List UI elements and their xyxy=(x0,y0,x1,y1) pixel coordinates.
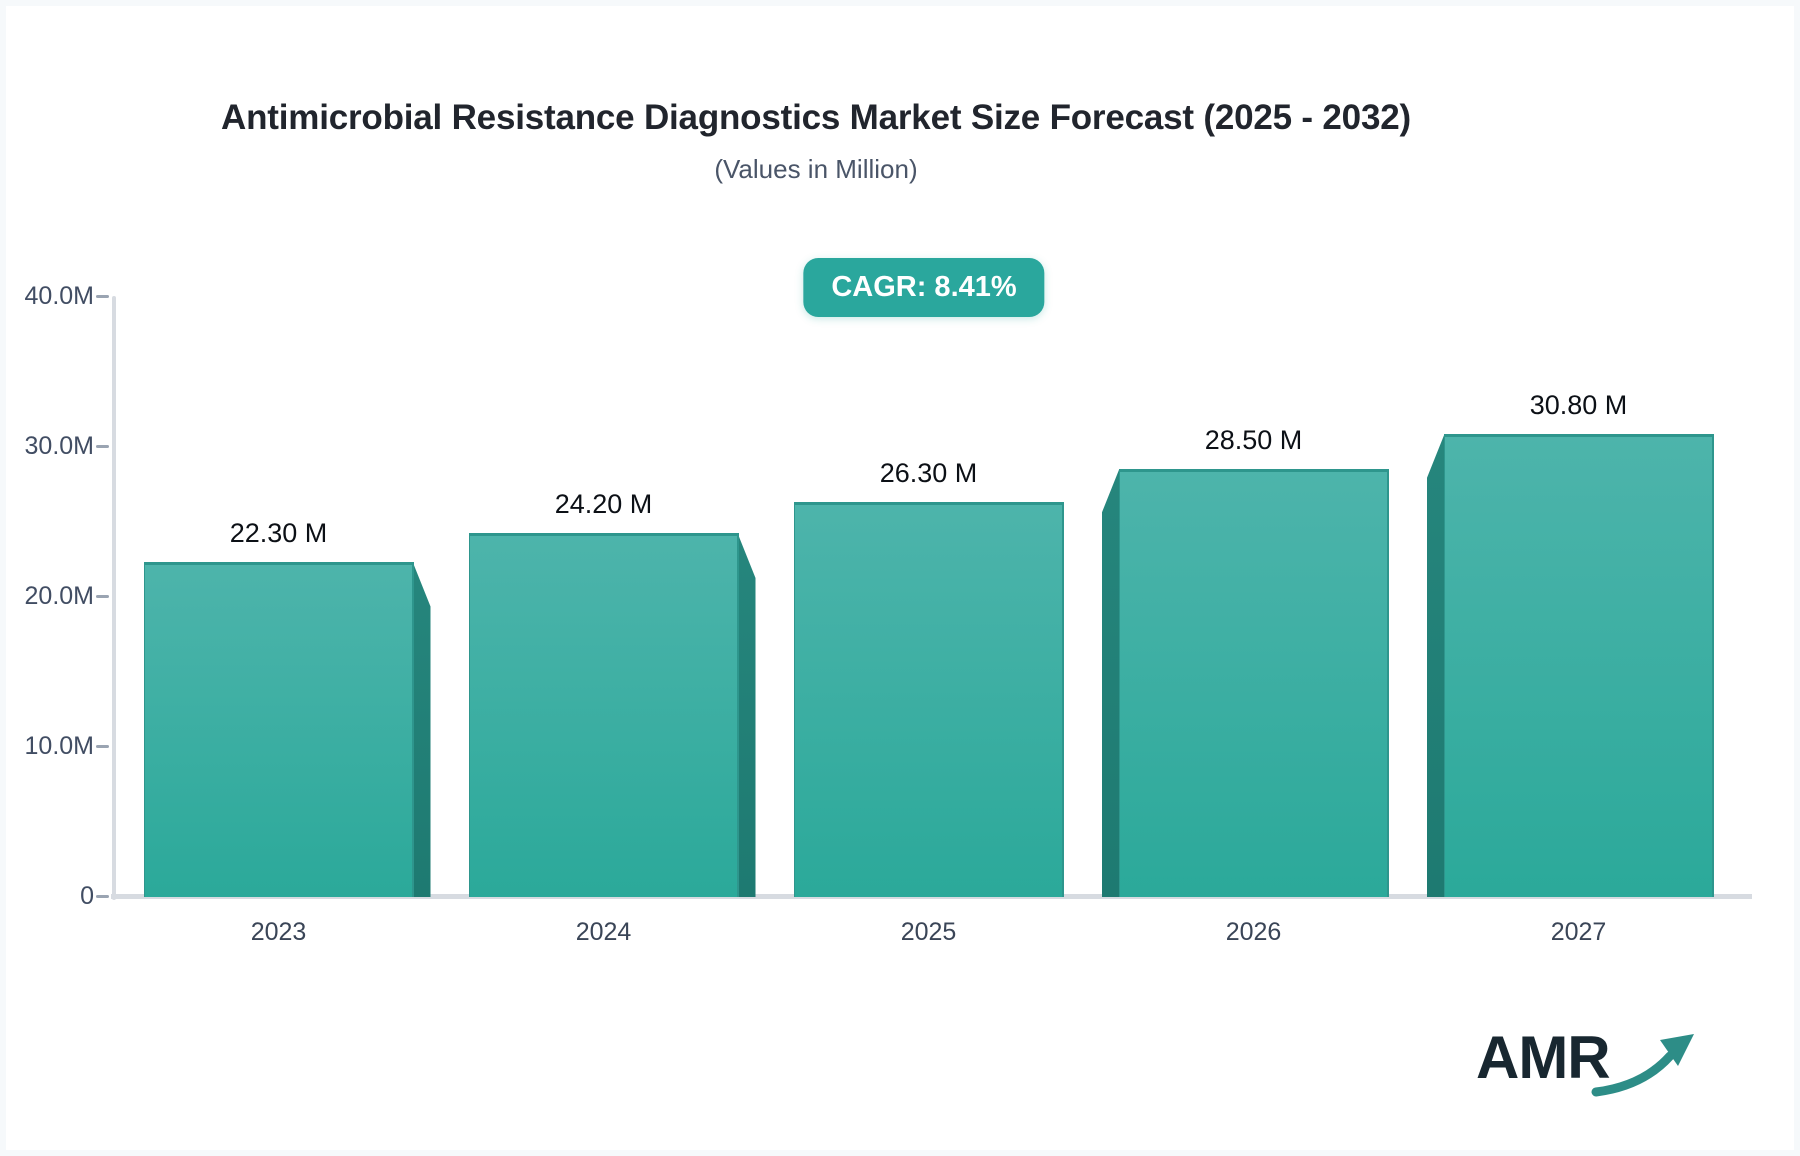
y-axis-tick xyxy=(96,895,109,898)
y-axis-line xyxy=(112,296,116,900)
y-axis-tick-label: 20.0M xyxy=(24,582,94,610)
cagr-badge: CAGR: 8.41% xyxy=(803,258,1045,317)
y-axis-tick-label: 0 xyxy=(80,882,94,910)
bar-2027 xyxy=(1443,434,1714,897)
x-axis-label: 2023 xyxy=(250,918,307,946)
amr-logo: AMR xyxy=(1476,1018,1696,1098)
y-axis-tick-label: 10.0M xyxy=(24,732,94,760)
trend-up-arrow-icon xyxy=(1591,1034,1694,1097)
chart-card: Antimicrobial Resistance Diagnostics Mar… xyxy=(6,6,1794,1150)
x-axis-label: 2027 xyxy=(1550,918,1607,946)
bar-value-label: 22.30 M xyxy=(229,517,328,548)
bar-2023 xyxy=(143,561,414,897)
bar-value-label: 24.20 M xyxy=(554,489,653,519)
bar-chart-plot-area: 40.0M 30.0M 20.0M 10.0M 0 22.30 M 2023 24.20 M 2… xyxy=(6,236,1800,996)
chart-subtitle: (Values in Million) xyxy=(714,154,918,184)
bar-value-label: 28.50 M xyxy=(1204,424,1303,455)
bar-2024 xyxy=(468,533,739,897)
amr-logo-text: AMR xyxy=(1476,1024,1611,1091)
bar-2026 xyxy=(1118,468,1389,897)
bar-side-face-2024 xyxy=(737,533,756,897)
x-axis-label: 2026 xyxy=(1225,918,1282,946)
bar-side-face-2027 xyxy=(1426,434,1445,897)
y-axis-tick xyxy=(96,295,109,298)
bar-value-label: 30.80 M xyxy=(1529,390,1628,420)
x-axis-label: 2025 xyxy=(900,918,957,946)
bar-value-label: 26.30 M xyxy=(879,457,978,488)
bar-2025 xyxy=(793,501,1064,897)
y-axis-tick xyxy=(96,745,109,748)
y-axis-tick-label: 40.0M xyxy=(24,282,94,310)
x-axis-label: 2024 xyxy=(575,918,632,946)
bar-side-face-2026 xyxy=(1101,468,1120,897)
y-axis-tick xyxy=(96,595,109,598)
chart-title: Antimicrobial Resistance Diagnostics Mar… xyxy=(221,98,1411,137)
y-axis-tick xyxy=(96,445,109,448)
y-axis-tick-label: 30.0M xyxy=(24,432,94,460)
bar-side-face-2023 xyxy=(412,561,431,897)
